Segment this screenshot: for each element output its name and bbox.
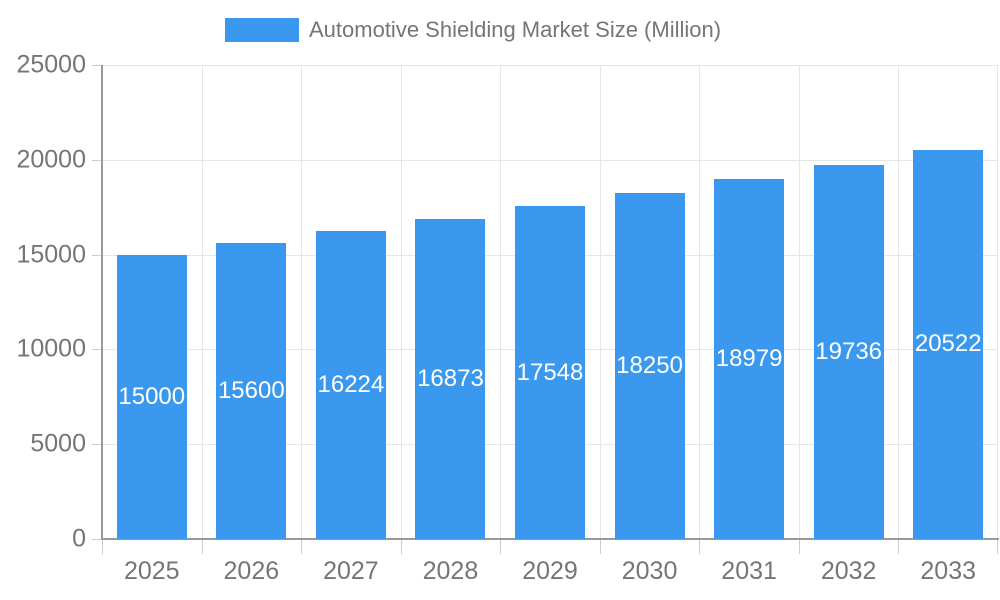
x-axis-tick xyxy=(600,539,601,554)
gridline-x xyxy=(699,65,700,539)
x-axis-tick xyxy=(799,539,800,554)
y-axis-tick-label: 0 xyxy=(72,524,86,553)
gridline-x xyxy=(799,65,800,539)
y-axis-tick xyxy=(92,159,102,161)
bar-value-label: 15600 xyxy=(217,377,285,405)
x-axis-tick-label: 2027 xyxy=(323,557,379,585)
gridline-x xyxy=(202,65,203,539)
legend: Automotive Shielding Market Size (Millio… xyxy=(225,17,721,43)
x-axis-tick-label: 2025 xyxy=(123,557,180,585)
y-axis-tick-label: 5000 xyxy=(30,429,86,458)
y-axis-tick-label: 10000 xyxy=(16,334,86,363)
x-axis-tick xyxy=(401,539,402,554)
gridline-x xyxy=(898,65,899,539)
bar-2029 xyxy=(515,206,585,539)
x-axis-tick-label: 2030 xyxy=(621,557,678,585)
y-axis-tick-label: 15000 xyxy=(16,240,86,269)
y-axis-tick xyxy=(92,254,102,256)
bar-2030 xyxy=(614,192,685,539)
x-axis-tick-label: 2028 xyxy=(422,557,479,585)
legend-label: Automotive Shielding Market Size (Millio… xyxy=(309,17,722,42)
x-axis-tick xyxy=(898,539,899,554)
x-axis-tick xyxy=(500,539,501,554)
y-axis-tick xyxy=(92,349,102,351)
bar-value-label: 16224 xyxy=(317,371,385,399)
gridline-x xyxy=(401,65,402,539)
bar-value-label: 18979 xyxy=(715,345,783,373)
x-axis-tick xyxy=(301,539,302,554)
bar-2031 xyxy=(714,179,785,539)
bar-value-label: 15000 xyxy=(118,382,186,410)
plot-area: 0 5000 10000 15000 20000 25000 15000 2025 15600 2… xyxy=(16,51,999,585)
x-axis-line xyxy=(101,538,999,540)
gridline-y xyxy=(102,159,998,161)
x-axis-tick xyxy=(102,539,103,554)
bar-2025 xyxy=(116,254,187,539)
bar-value-label: 18250 xyxy=(616,351,683,379)
x-axis-tick-label: 2032 xyxy=(820,557,877,585)
x-axis-tick xyxy=(202,539,203,554)
bar-2028 xyxy=(415,219,486,539)
gridline-x xyxy=(997,65,998,539)
gridline-x xyxy=(301,65,302,539)
gridline-y xyxy=(102,65,998,66)
y-axis-tick-label: 25000 xyxy=(16,50,86,79)
x-axis-tick xyxy=(997,539,998,554)
x-axis-tick-label: 2026 xyxy=(223,557,280,585)
y-axis-tick xyxy=(92,65,102,66)
gridline-x xyxy=(600,65,601,539)
bar-value-label: 20522 xyxy=(914,330,982,358)
bar-value-label: 19736 xyxy=(815,337,883,365)
y-axis-tick xyxy=(92,444,102,446)
y-axis-line xyxy=(101,65,103,539)
x-axis-tick-label: 2029 xyxy=(522,557,578,585)
x-axis-tick xyxy=(699,539,700,554)
bar-value-label: 16873 xyxy=(417,365,484,393)
legend-swatch xyxy=(225,18,299,42)
bar-value-label: 17548 xyxy=(516,358,584,386)
gridline-x xyxy=(500,65,501,539)
x-axis-tick-label: 2031 xyxy=(721,557,777,585)
bar-2026 xyxy=(216,243,287,539)
bar-2032 xyxy=(813,164,884,539)
y-axis-tick xyxy=(92,539,102,540)
x-axis-tick-label: 2033 xyxy=(920,557,977,585)
bar-2027 xyxy=(315,231,386,539)
bar-2033 xyxy=(913,149,984,539)
y-axis-tick-label: 20000 xyxy=(16,145,86,174)
